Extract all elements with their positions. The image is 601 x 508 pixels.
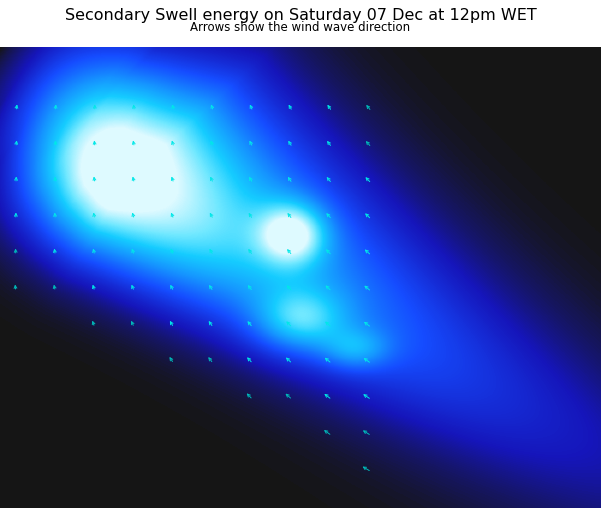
Text: Secondary Swell energy on Saturday 07 Dec at 12pm WET: Secondary Swell energy on Saturday 07 De… — [65, 8, 536, 23]
Text: Arrows show the wind wave direction: Arrows show the wind wave direction — [191, 21, 410, 35]
